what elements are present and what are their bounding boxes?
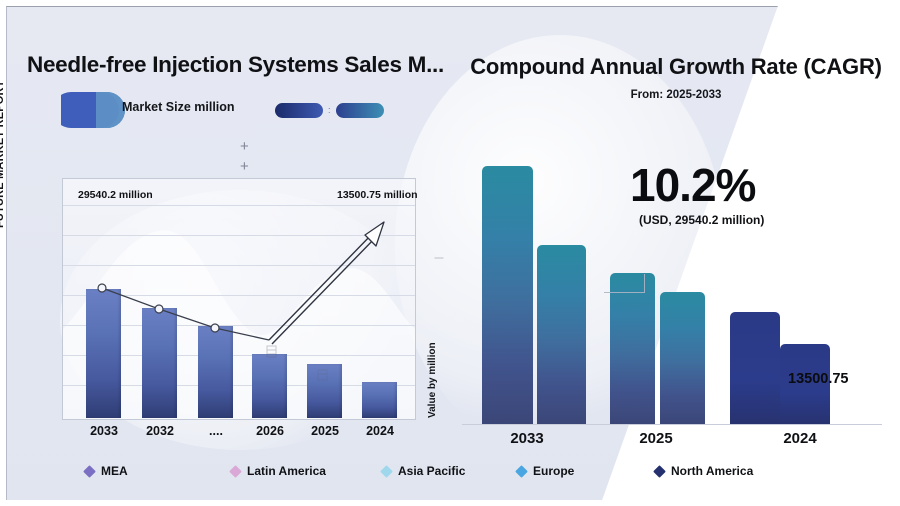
right-x-label-2024: 2024 <box>783 430 817 447</box>
legend-item-mea[interactable]: MEA <box>83 464 128 478</box>
rbar-2025-primary <box>610 273 655 425</box>
legend-label: MEA <box>101 464 128 478</box>
trend-line-and-arrow <box>97 221 385 381</box>
x-label-2024: 2024 <box>366 424 394 438</box>
right-chart-baseline <box>462 424 882 425</box>
plus-mark-icon: + <box>240 138 249 155</box>
legend-label: Europe <box>533 464 575 478</box>
right-bar-group <box>462 150 882 425</box>
legend-item-europe[interactable]: Europe <box>515 464 575 478</box>
x-label-2032: 2032 <box>146 424 174 438</box>
value-end-label: 13500.75 million <box>337 189 418 201</box>
right-x-label-2033: 2033 <box>510 430 544 447</box>
left-x-axis-labels: 2033 2032 .... 2026 2025 2024 <box>62 424 414 444</box>
legend-label: North America <box>671 464 754 478</box>
plus-mark-icon: + <box>240 158 249 175</box>
x-label-2026: 2026 <box>256 424 284 438</box>
rbar-2024-secondary <box>780 344 830 425</box>
legend-label: Latin America <box>247 464 326 478</box>
decorative-corner-bracket <box>604 274 645 293</box>
legend-item-north-america[interactable]: North America <box>653 464 754 478</box>
bar-2026 <box>252 354 287 418</box>
value-axis-label: Value by million <box>427 342 438 418</box>
pill-indicator-primary <box>275 103 323 118</box>
legend-marker-icon <box>83 464 96 478</box>
page-title: Needle-free Injection Systems Sales M... <box>27 52 444 77</box>
series-label: Market Size million <box>122 100 235 114</box>
legend-marker-icon <box>380 464 393 478</box>
legend-marker-icon <box>515 464 528 478</box>
legend-item-asia-pacific[interactable]: Asia Pacific <box>380 464 466 478</box>
pill-indicator-secondary <box>335 103 384 118</box>
legend-marker-icon <box>229 464 242 478</box>
cagr-usd-note: (USD, 29540.2 million) <box>639 213 765 227</box>
legend-label: Asia Pacific <box>398 464 466 478</box>
end-value-annotation: 13500.75 <box>788 371 849 387</box>
y-axis-label: FUTURE MARKET REPORT <box>0 80 6 228</box>
value-start-label: 29540.2 million <box>78 189 153 201</box>
rbar-2033-primary <box>482 166 533 425</box>
rbar-2025-secondary <box>660 292 705 425</box>
x-label-2033: 2033 <box>90 424 118 438</box>
x-label-2025: 2025 <box>311 424 339 438</box>
bar-2032 <box>142 308 177 418</box>
rbar-2024-primary <box>730 312 780 425</box>
bar-2025 <box>307 364 342 418</box>
zoom-out-icon[interactable] <box>428 248 450 270</box>
pill-separator: : <box>328 105 331 115</box>
rbar-2033-secondary <box>537 245 586 425</box>
legend-item-latin-america[interactable]: Latin America <box>229 464 326 478</box>
bar-dots <box>198 326 233 418</box>
legend-marker-icon <box>653 464 666 478</box>
pill-indicator-group: : <box>275 103 384 118</box>
bar-2024 <box>362 382 397 418</box>
cagr-subtitle: From: 2025-2033 <box>630 89 722 101</box>
bar-2033 <box>86 289 121 418</box>
x-label-ellipsis: .... <box>209 424 223 438</box>
cagr-percentage: 10.2% <box>630 159 756 211</box>
left-bar-group <box>62 178 414 418</box>
market-size-hex-icon <box>53 92 131 128</box>
cagr-title: Compound Annual Growth Rate (CAGR) <box>470 54 882 79</box>
right-x-label-2025: 2025 <box>639 430 673 447</box>
legend: MEA Latin America Asia Pacific Europe No… <box>83 464 875 486</box>
